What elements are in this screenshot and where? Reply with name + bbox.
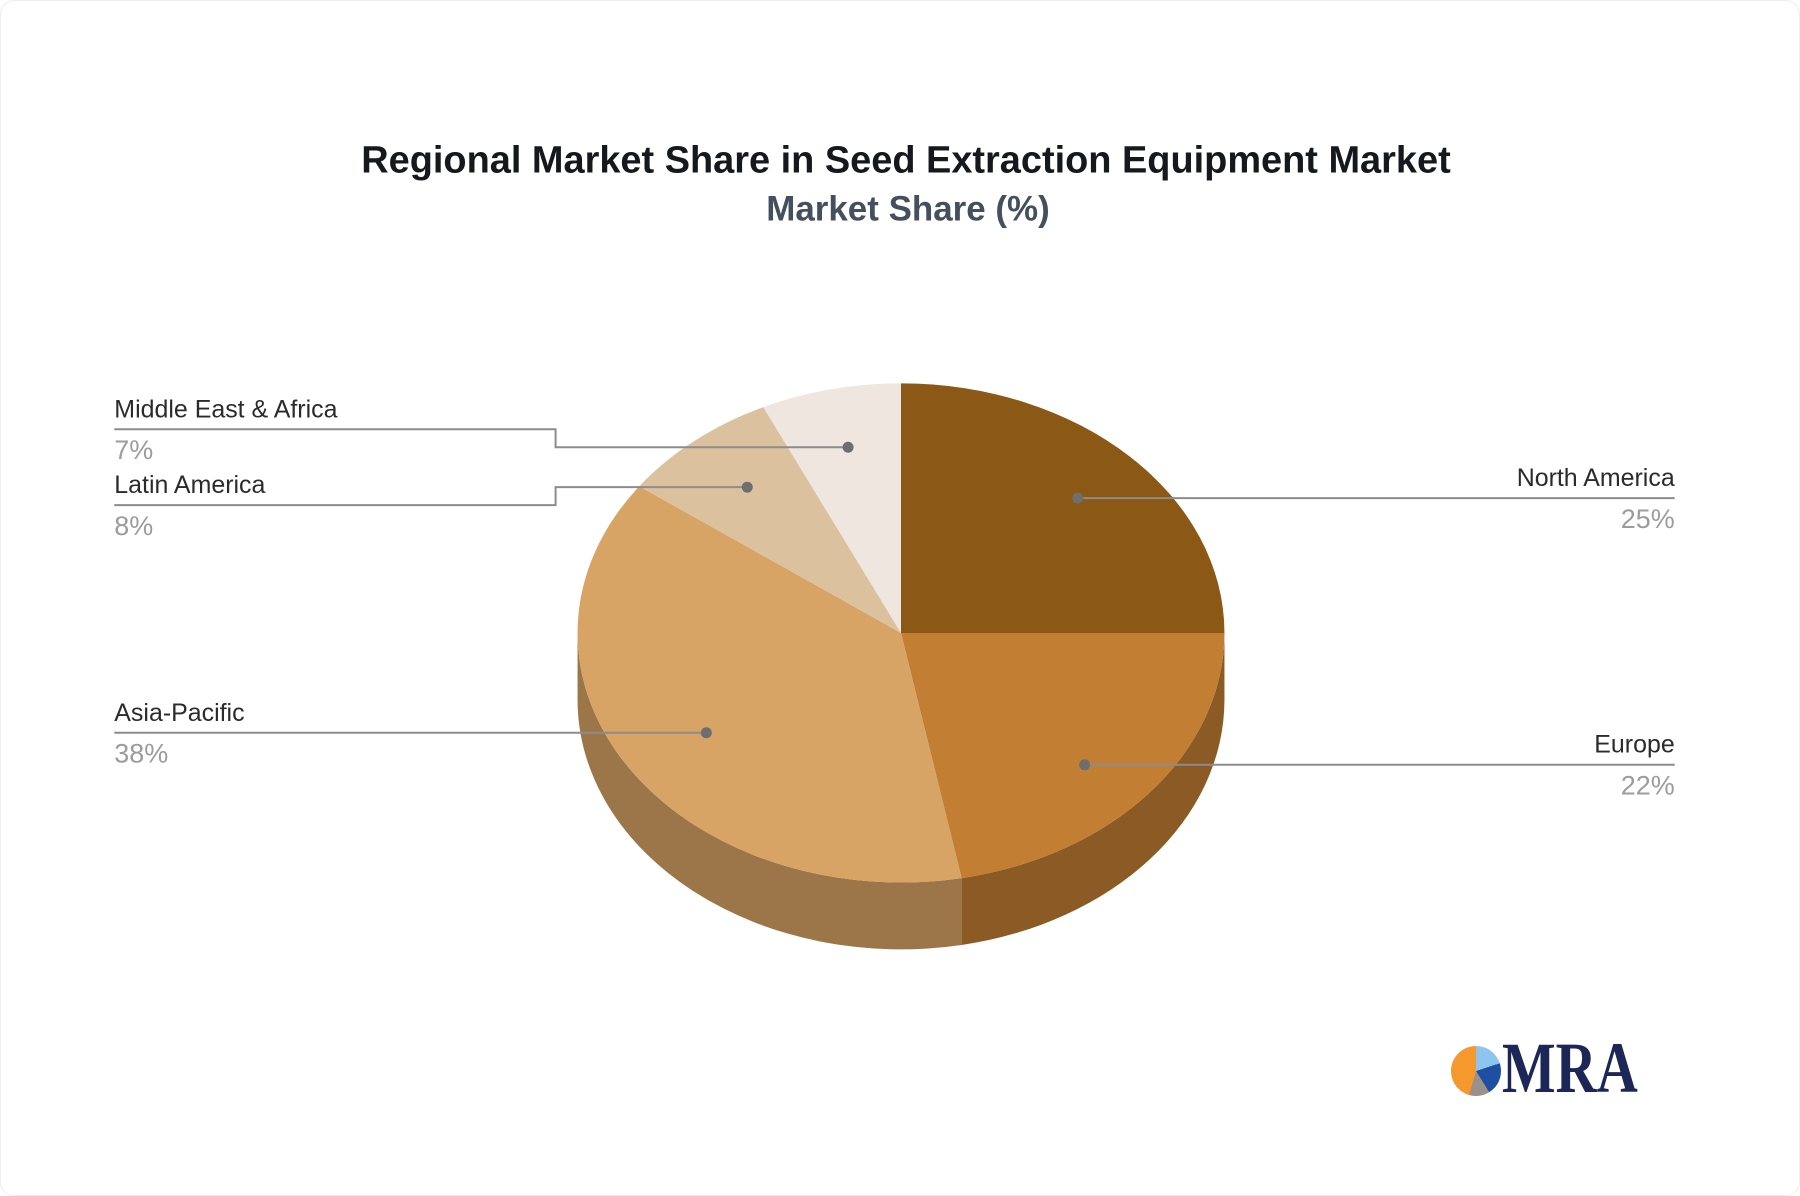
callout-dot-middle-east-africa	[842, 441, 854, 453]
callout-label-asia-pacific: Asia-Pacific	[114, 699, 244, 727]
pie-slice-europe[interactable]	[900, 632, 1225, 879]
callout-lines	[114, 428, 1675, 766]
callout-value-europe: 22%	[1621, 771, 1675, 801]
pie-rim-europe	[961, 632, 1225, 945]
logo-text: MRA	[1502, 1028, 1638, 1108]
callout-label-middle-east-africa: Middle East & Africa	[114, 395, 337, 423]
pie-rim-asia-pacific	[577, 632, 962, 950]
callout-label-north-america: North America	[1517, 464, 1675, 492]
callout-line-middle-east-africa	[114, 428, 849, 449]
pie-slice-asia-pacific[interactable]	[577, 486, 962, 883]
logo-pie-icon	[1451, 1046, 1501, 1096]
callout-value-north-america: 25%	[1621, 504, 1675, 534]
pie-slice-latin-america[interactable]	[639, 407, 901, 633]
callout-line-latin-america	[114, 486, 748, 507]
callout-value-latin-america: 8%	[114, 511, 153, 541]
callout-dots	[700, 441, 1091, 771]
pie-slices	[577, 383, 1225, 883]
callout-label-europe: Europe	[1594, 731, 1674, 759]
pie-rim	[577, 632, 1225, 950]
chart-title: Regional Market Share in Seed Extraction…	[361, 140, 1451, 182]
callout-value-middle-east-africa: 7%	[114, 435, 153, 465]
pie-slice-north-america[interactable]	[900, 383, 1225, 633]
callout-dot-north-america	[1072, 492, 1084, 504]
callout-label-latin-america: Latin America	[114, 471, 265, 499]
callout-dot-europe	[1079, 759, 1091, 771]
callout-value-asia-pacific: 38%	[114, 739, 168, 769]
callout-dot-asia-pacific	[700, 727, 712, 739]
pie-slice-middle-east-africa[interactable]	[763, 383, 901, 633]
callout-dot-latin-america	[741, 481, 753, 493]
chart-subtitle: Market Share (%)	[766, 190, 1049, 229]
